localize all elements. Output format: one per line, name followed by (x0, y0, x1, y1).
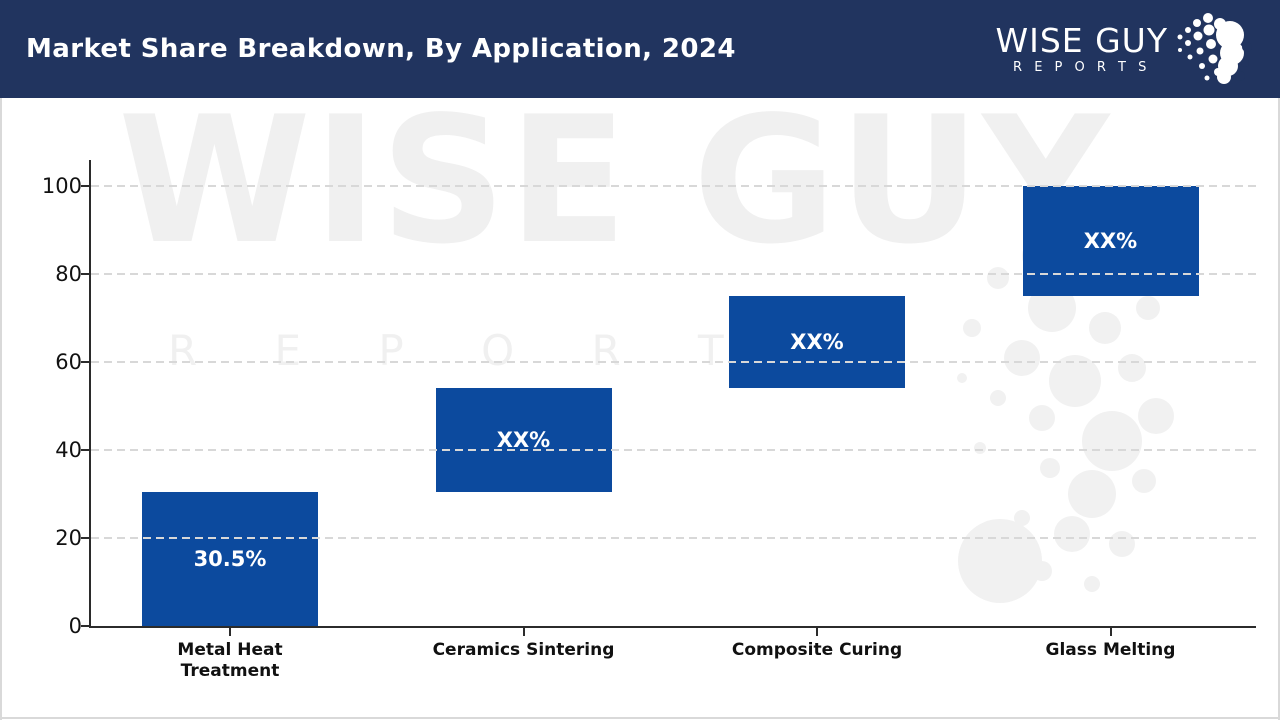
x-category-label-1: Ceramics Sintering (432, 640, 615, 660)
page-border-left (0, 98, 2, 720)
x-axis-spine (89, 626, 1256, 628)
bar-value-label-0: 30.5% (193, 546, 267, 571)
logo-reports-text: R E P O R T S (1013, 60, 1151, 75)
bar-0 (142, 491, 318, 626)
bar-2 (729, 296, 905, 389)
y-tick-mark-100 (81, 185, 89, 187)
y-tick-label-0: 0 (68, 614, 82, 638)
y-tick-label-80: 80 (55, 262, 82, 286)
watermark-reports: R E P O R T S (168, 326, 860, 375)
y-tick-label-40: 40 (55, 438, 82, 462)
gridline-y100 (91, 185, 1256, 187)
watermark-wordmark: WISE GUY (118, 80, 1112, 283)
wise-guy-logo: WISE GUY R E P O R T S (995, 9, 1254, 89)
x-tick-mark-2 (816, 628, 818, 636)
x-tick-mark-1 (522, 628, 525, 636)
y-tick-label-20: 20 (55, 526, 82, 550)
y-tick-mark-60 (81, 361, 89, 363)
y-tick-label-100: 100 (41, 174, 82, 198)
gridline-y40 (91, 449, 1256, 451)
gridline-y20 (91, 537, 1256, 539)
bar-1 (435, 388, 612, 492)
page-border-bottom (0, 717, 1280, 719)
y-tick-mark-80 (81, 273, 89, 275)
logo-face-dots-icon (1177, 13, 1252, 84)
bar-value-label-2: XX% (790, 330, 844, 355)
x-tick-mark-3 (1109, 628, 1112, 636)
logo-wordmark: WISE GUY R E P O R T S (995, 21, 1168, 76)
gridline-y80 (91, 273, 1256, 275)
page-border-right (1278, 98, 1280, 720)
bar-3 (1022, 186, 1199, 296)
bar-value-label-1: XX% (496, 428, 551, 453)
header: Market Share Breakdown, By Application, … (0, 0, 1280, 98)
waterfall-chart: WISE GUY R E P O R T S 30.5% XX% XX% XX% 0 20… (0, 80, 1280, 720)
y-tick-label-60: 60 (55, 350, 82, 374)
y-axis-spine (89, 160, 91, 628)
bar-value-label-3: XX% (1083, 229, 1138, 253)
chart-title: Market Share Breakdown, By Application, … (26, 34, 736, 64)
gridline-y60 (91, 361, 1256, 363)
logo-wordmark-text: WISE GUY (995, 21, 1168, 60)
x-category-label-0: Metal Heat Treatment (177, 640, 283, 681)
x-tick-mark-0 (229, 628, 231, 636)
x-category-label-2: Composite Curing (731, 640, 903, 660)
y-tick-mark-40 (81, 449, 89, 451)
y-tick-mark-20 (81, 537, 89, 539)
x-category-label-3: Glass Melting (1045, 640, 1176, 660)
y-tick-mark-0 (81, 625, 89, 627)
